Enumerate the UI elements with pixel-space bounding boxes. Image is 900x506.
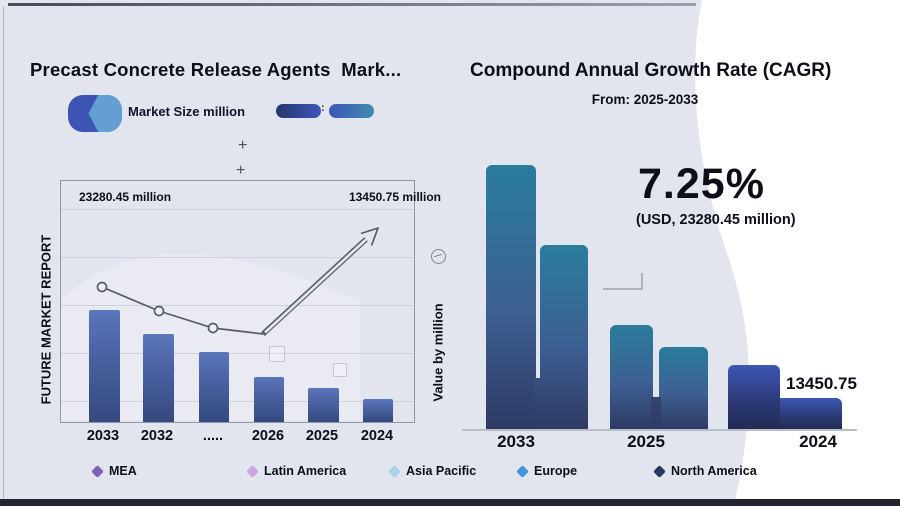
report-title: Precast Concrete Release Agents Mark...: [30, 59, 402, 80]
top-border-line: [8, 3, 696, 6]
left-border-line: [2, 6, 4, 500]
ratio-pill-right-icon: [329, 104, 374, 118]
legend-label: Europe: [534, 464, 578, 478]
bar-2033: [89, 310, 120, 422]
cagr-x-label-2025: 2025: [627, 432, 665, 451]
x-label-2032: 2032: [140, 428, 174, 444]
gridline: [61, 401, 414, 402]
legend-label: Asia Pacific: [406, 464, 477, 478]
cagr-bar-2033-b: [540, 245, 588, 430]
cagr-title: Compound Annual Growth Rate (CAGR): [470, 60, 832, 81]
gridline: [61, 353, 414, 354]
ghost-watermark-icon: [333, 363, 347, 377]
cagr-bar-2033-a: [486, 165, 536, 430]
value-axis-label: Value by million: [430, 303, 446, 402]
market-size-label: Market Size million: [128, 104, 246, 119]
cagr-bar-2024-b: [780, 398, 842, 430]
cagr-subtitle: From: 2025-2033: [591, 92, 699, 107]
legend-label: MEA: [109, 464, 137, 478]
gridline: [61, 257, 414, 258]
right-chart-baseline: [462, 429, 857, 431]
x-label-dots: .....: [202, 428, 224, 444]
plus-mark-icon: +: [238, 137, 248, 154]
cagr-x-label-2033: 2033: [497, 432, 535, 451]
side-watermark-text: FUTURE MARKET REPORT: [38, 234, 54, 405]
bar-2025: [308, 388, 339, 422]
legend-label: North America: [671, 464, 757, 478]
legend-item-europe: Europe: [516, 464, 578, 478]
legend-item-latin-america: Latin America: [246, 464, 347, 478]
bar-2024: [363, 399, 393, 422]
gridline: [61, 305, 414, 306]
gridline: [61, 209, 414, 210]
cagr-detail: (USD, 23280.45 million): [636, 212, 796, 228]
market-size-cylinder-icon: [68, 95, 122, 132]
plus-mark-icon: +: [236, 162, 246, 179]
x-label-2026: 2026: [251, 428, 285, 444]
x-label-2025: 2025: [305, 428, 339, 444]
bar-pair-joint: [651, 397, 661, 430]
cagr-x-label-2024: 2024: [799, 432, 837, 451]
bar-mid-years: [199, 352, 229, 422]
legend-diamond-icon: [388, 464, 401, 478]
legend-diamond-icon: [246, 464, 259, 478]
legend-item-mea: MEA: [91, 464, 137, 478]
cagr-bar-2024-a: [728, 365, 780, 430]
legend-item-asia-pacific: Asia Pacific: [388, 464, 477, 478]
bar-2032: [143, 334, 174, 422]
bar-pair-joint: [534, 378, 542, 430]
legend-diamond-icon: [516, 464, 529, 478]
trend-line-arrow: [96, 227, 379, 336]
market-size-chart-panel: 23280.45 million 13450.75 million: [60, 180, 441, 423]
ghost-watermark-icon: [269, 346, 285, 362]
ratio-colon: :: [321, 102, 325, 114]
start-value-annotation: 23280.45 million: [79, 190, 172, 204]
cagr-value: 7.25%: [638, 160, 765, 208]
ratio-pill-left-icon: [276, 104, 321, 118]
legend-label: Latin America: [264, 464, 347, 478]
cylinder-highlight: [88, 95, 122, 132]
legend-diamond-icon: [91, 464, 104, 478]
corner-bracket-icon: [603, 273, 643, 290]
cagr-bar-2025-a: [610, 325, 653, 430]
cagr-bar-2025-b: [659, 347, 708, 430]
legend-item-north-america: North America: [653, 464, 757, 478]
x-label-2033: 2033: [86, 428, 120, 444]
bottom-accent-strip: [0, 499, 900, 506]
bar-2026: [254, 377, 284, 422]
end-value-annotation: 13450.75 million: [348, 190, 441, 204]
legend-diamond-icon: [653, 464, 666, 478]
x-label-2024: 2024: [360, 428, 394, 444]
bar-value-13450: 13450.75: [786, 374, 857, 393]
minus-circle-icon: [431, 249, 446, 264]
